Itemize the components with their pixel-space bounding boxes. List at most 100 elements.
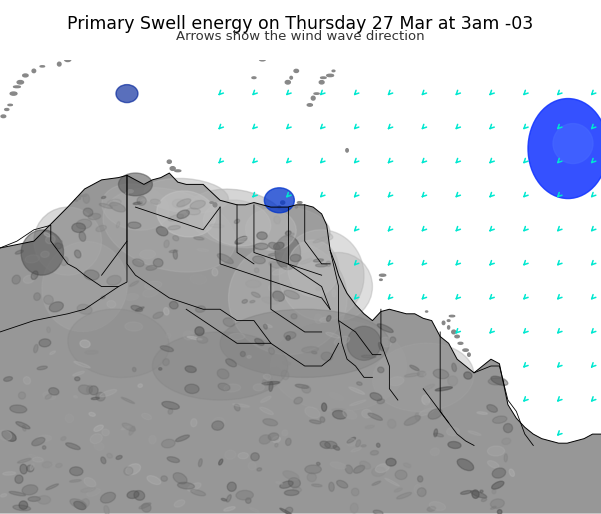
Ellipse shape	[66, 414, 73, 423]
Ellipse shape	[12, 275, 20, 284]
Ellipse shape	[139, 250, 156, 259]
Ellipse shape	[234, 404, 240, 411]
Ellipse shape	[262, 381, 279, 385]
Ellipse shape	[528, 99, 601, 198]
Ellipse shape	[164, 240, 169, 248]
Ellipse shape	[410, 365, 419, 371]
Ellipse shape	[168, 409, 173, 414]
Ellipse shape	[472, 490, 479, 499]
Ellipse shape	[509, 469, 514, 476]
Ellipse shape	[116, 85, 138, 103]
Ellipse shape	[424, 371, 441, 378]
Ellipse shape	[61, 436, 66, 440]
Ellipse shape	[133, 202, 142, 205]
Ellipse shape	[185, 366, 196, 373]
Ellipse shape	[22, 485, 38, 495]
Ellipse shape	[87, 488, 100, 497]
Ellipse shape	[302, 385, 311, 393]
Ellipse shape	[305, 252, 373, 321]
Ellipse shape	[26, 465, 34, 472]
Ellipse shape	[487, 446, 505, 456]
Ellipse shape	[435, 387, 453, 391]
Ellipse shape	[42, 242, 127, 332]
Ellipse shape	[233, 403, 249, 407]
Ellipse shape	[246, 209, 296, 250]
Ellipse shape	[492, 489, 496, 494]
Ellipse shape	[227, 482, 236, 491]
Ellipse shape	[183, 331, 194, 340]
Ellipse shape	[294, 397, 302, 404]
Ellipse shape	[56, 464, 62, 468]
Ellipse shape	[190, 274, 207, 284]
Ellipse shape	[188, 368, 196, 373]
Ellipse shape	[80, 195, 86, 196]
Ellipse shape	[74, 361, 90, 368]
Ellipse shape	[10, 92, 17, 95]
Ellipse shape	[386, 458, 396, 466]
Ellipse shape	[280, 508, 293, 514]
Ellipse shape	[251, 453, 259, 461]
Ellipse shape	[191, 490, 206, 496]
Ellipse shape	[317, 462, 320, 465]
Ellipse shape	[276, 482, 282, 484]
Ellipse shape	[15, 475, 23, 484]
Ellipse shape	[72, 223, 85, 232]
Ellipse shape	[188, 483, 201, 491]
Ellipse shape	[110, 203, 126, 212]
Ellipse shape	[250, 300, 255, 303]
Ellipse shape	[300, 259, 313, 264]
Ellipse shape	[280, 481, 293, 488]
Ellipse shape	[104, 506, 109, 514]
Ellipse shape	[397, 492, 412, 499]
Ellipse shape	[43, 446, 46, 449]
Ellipse shape	[352, 488, 359, 496]
Ellipse shape	[434, 429, 438, 437]
Ellipse shape	[225, 450, 236, 459]
Ellipse shape	[224, 507, 235, 511]
Ellipse shape	[84, 270, 99, 280]
Ellipse shape	[418, 476, 423, 482]
Ellipse shape	[37, 366, 47, 370]
Ellipse shape	[175, 435, 189, 442]
Ellipse shape	[447, 427, 460, 436]
Ellipse shape	[194, 237, 204, 240]
Ellipse shape	[142, 503, 151, 512]
Ellipse shape	[286, 336, 290, 340]
Ellipse shape	[293, 487, 301, 492]
Ellipse shape	[66, 443, 80, 450]
Ellipse shape	[84, 208, 93, 216]
Ellipse shape	[327, 74, 334, 77]
Ellipse shape	[177, 482, 195, 489]
Ellipse shape	[74, 396, 78, 398]
Ellipse shape	[498, 509, 502, 514]
Ellipse shape	[75, 250, 81, 258]
Ellipse shape	[423, 384, 435, 391]
Ellipse shape	[353, 465, 365, 473]
Ellipse shape	[126, 464, 141, 475]
Ellipse shape	[260, 407, 273, 415]
Ellipse shape	[166, 333, 171, 338]
Ellipse shape	[272, 268, 287, 275]
Ellipse shape	[263, 419, 278, 426]
Ellipse shape	[278, 206, 281, 208]
Ellipse shape	[492, 481, 504, 489]
Ellipse shape	[38, 495, 50, 504]
Ellipse shape	[101, 296, 105, 299]
Ellipse shape	[177, 199, 191, 207]
Ellipse shape	[320, 317, 331, 322]
Ellipse shape	[225, 359, 236, 367]
Ellipse shape	[194, 200, 199, 206]
Ellipse shape	[20, 464, 27, 474]
Ellipse shape	[64, 58, 71, 62]
Ellipse shape	[48, 240, 62, 246]
Ellipse shape	[442, 321, 445, 324]
Ellipse shape	[268, 253, 279, 256]
Ellipse shape	[332, 289, 336, 297]
Ellipse shape	[19, 392, 25, 399]
Ellipse shape	[490, 499, 504, 508]
Ellipse shape	[417, 488, 426, 497]
Ellipse shape	[162, 439, 175, 448]
Ellipse shape	[39, 339, 50, 347]
Ellipse shape	[379, 342, 383, 351]
Ellipse shape	[34, 344, 38, 353]
